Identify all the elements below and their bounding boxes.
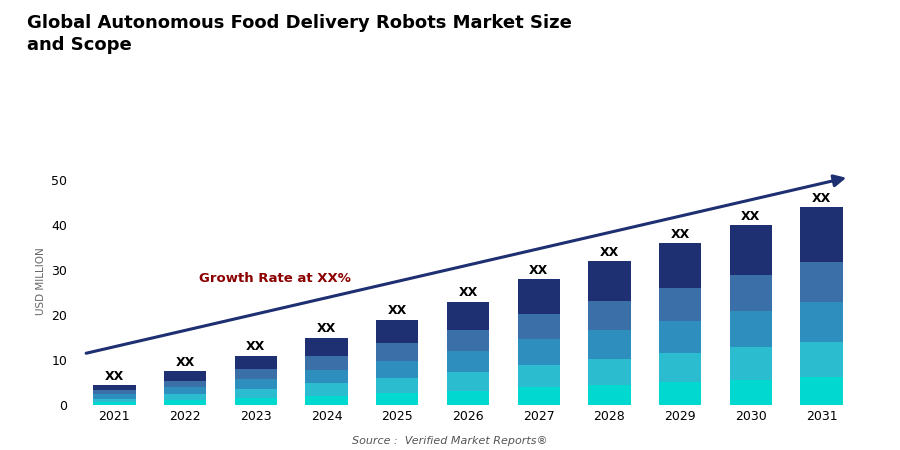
Text: XX: XX	[458, 286, 478, 299]
Bar	[730, 225, 772, 275]
Bar	[305, 383, 347, 396]
Bar	[94, 402, 136, 405]
Bar	[376, 343, 418, 360]
Bar	[446, 302, 490, 330]
Bar	[730, 380, 772, 405]
Bar	[589, 359, 631, 385]
Text: XX: XX	[317, 322, 337, 335]
Bar	[235, 379, 277, 389]
Text: XX: XX	[104, 369, 124, 382]
Bar	[800, 262, 842, 302]
Bar	[235, 356, 277, 369]
Bar	[376, 360, 418, 378]
Bar	[518, 339, 560, 365]
Bar	[446, 330, 490, 351]
Bar	[446, 372, 490, 391]
Bar	[730, 347, 772, 380]
Bar	[730, 275, 772, 311]
Bar	[94, 385, 136, 391]
Text: XX: XX	[247, 340, 266, 353]
Bar	[800, 207, 842, 262]
Bar	[164, 387, 206, 394]
Bar	[518, 364, 560, 387]
Bar	[800, 377, 842, 405]
Bar	[235, 369, 277, 379]
Bar	[589, 261, 631, 302]
Bar	[589, 330, 631, 359]
Y-axis label: USD MILLION: USD MILLION	[36, 248, 46, 315]
Bar	[164, 371, 206, 381]
Bar	[94, 399, 136, 402]
Text: XX: XX	[742, 210, 760, 223]
Bar	[376, 393, 418, 405]
Bar	[376, 320, 418, 343]
Bar	[446, 391, 490, 405]
Bar	[164, 381, 206, 387]
Bar	[446, 351, 490, 372]
Bar	[659, 243, 701, 288]
Text: Source :  Verified Market Reports®: Source : Verified Market Reports®	[352, 436, 548, 446]
Bar	[659, 288, 701, 321]
Text: XX: XX	[599, 246, 619, 259]
Bar	[235, 398, 277, 405]
Bar	[518, 387, 560, 405]
Bar	[659, 321, 701, 353]
Bar	[94, 391, 136, 395]
Bar	[800, 342, 842, 377]
Bar	[659, 382, 701, 405]
Text: Growth Rate at XX%: Growth Rate at XX%	[199, 273, 351, 285]
Bar	[730, 311, 772, 347]
Bar	[659, 353, 701, 382]
Bar	[235, 389, 277, 398]
Bar	[376, 378, 418, 393]
Bar	[305, 338, 347, 356]
Bar	[305, 356, 347, 370]
Bar	[518, 314, 560, 339]
Text: XX: XX	[670, 228, 689, 241]
Bar	[164, 400, 206, 405]
Text: Global Autonomous Food Delivery Robots Market Size
and Scope: Global Autonomous Food Delivery Robots M…	[27, 14, 572, 54]
Text: XX: XX	[812, 192, 832, 205]
Bar	[164, 394, 206, 400]
Bar	[305, 370, 347, 383]
Text: XX: XX	[176, 356, 194, 369]
Text: XX: XX	[388, 304, 407, 317]
Bar	[800, 302, 842, 342]
Bar	[518, 279, 560, 314]
Bar	[589, 385, 631, 405]
Bar	[589, 302, 631, 330]
Bar	[305, 396, 347, 405]
Bar	[94, 395, 136, 399]
Text: XX: XX	[529, 264, 548, 277]
